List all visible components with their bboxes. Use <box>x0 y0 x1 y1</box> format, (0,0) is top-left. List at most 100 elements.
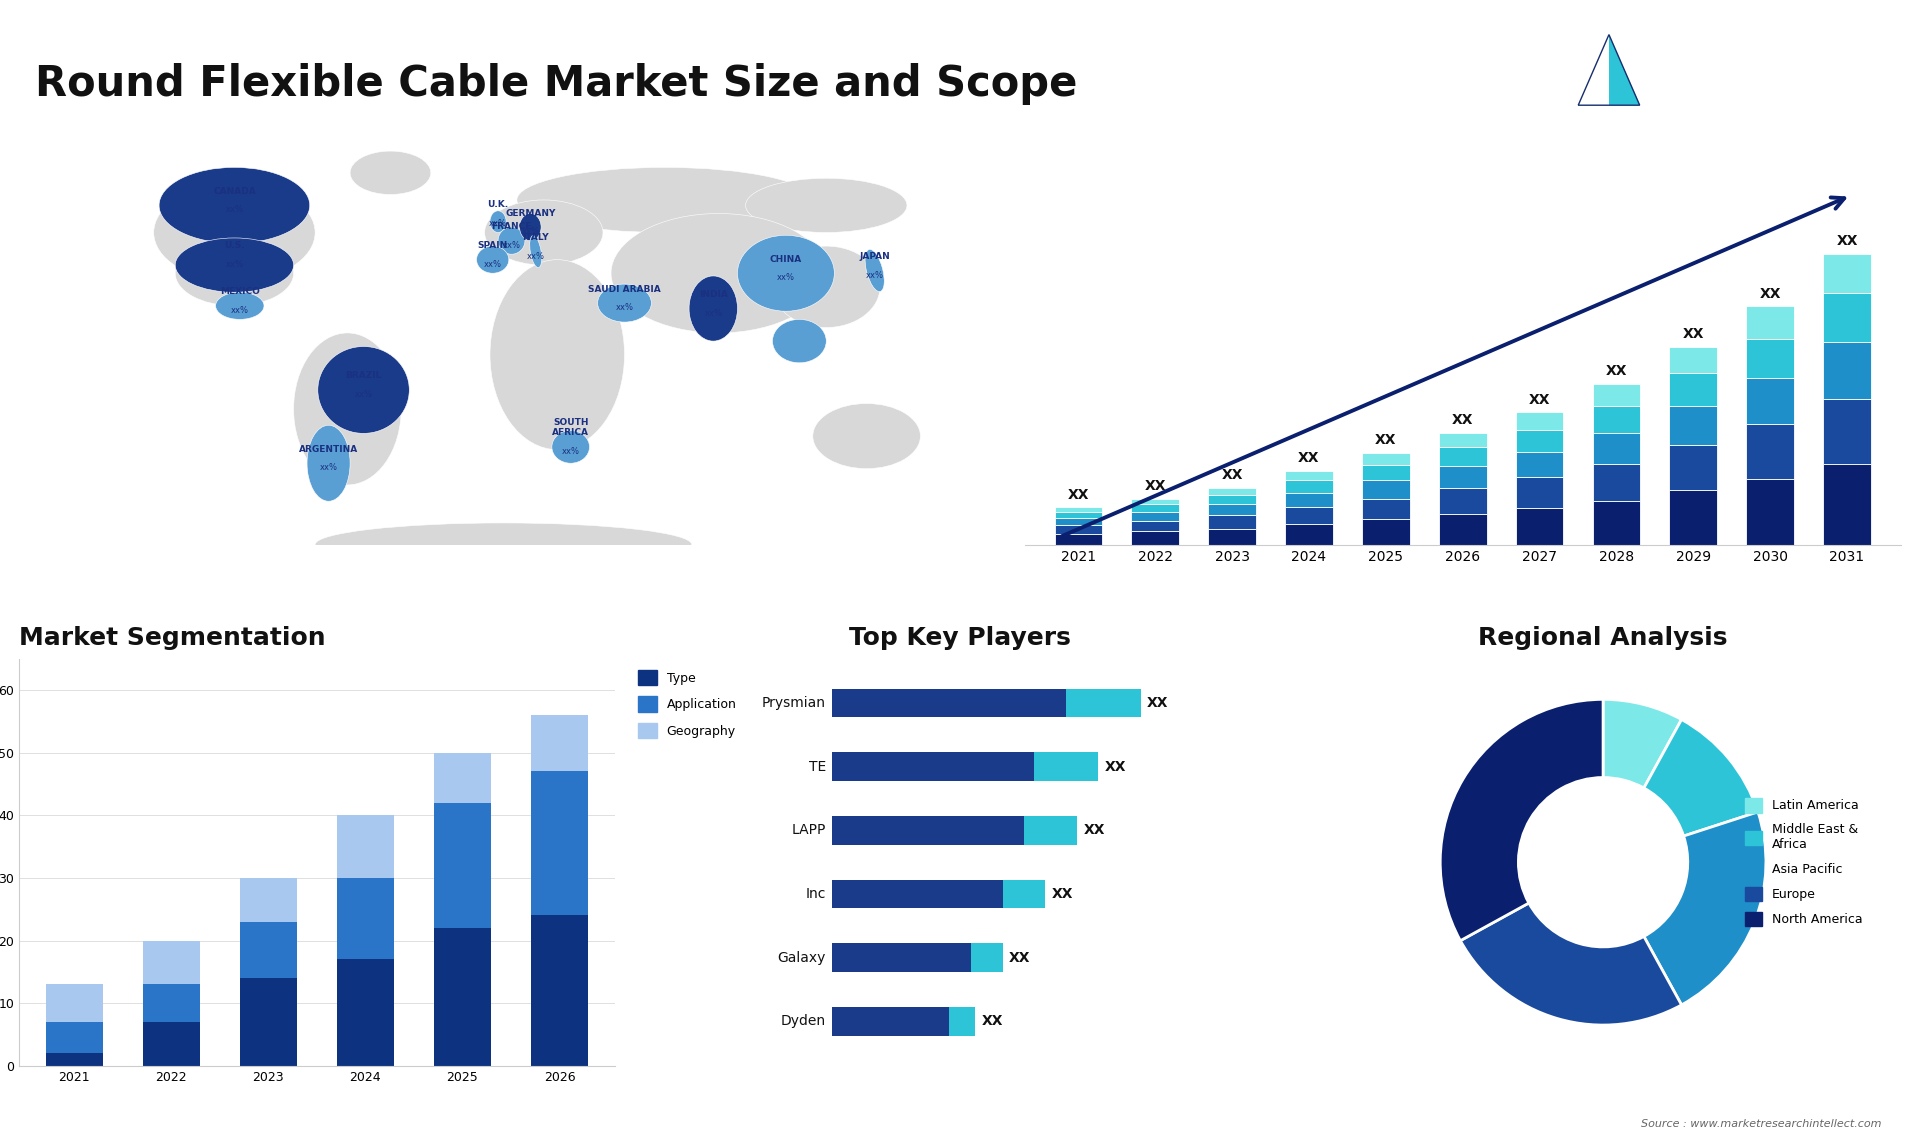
Bar <box>1824 293 1870 342</box>
Bar <box>1284 508 1332 524</box>
Ellipse shape <box>520 213 541 241</box>
Bar <box>1747 424 1793 479</box>
Bar <box>833 689 1066 717</box>
Bar <box>1361 480 1409 499</box>
Ellipse shape <box>516 167 812 233</box>
Bar <box>1592 464 1640 501</box>
Bar <box>1515 430 1563 452</box>
Ellipse shape <box>812 403 920 469</box>
Bar <box>46 1022 102 1053</box>
Bar <box>1361 453 1409 465</box>
Bar <box>1131 532 1179 544</box>
Text: Galaxy: Galaxy <box>778 951 826 965</box>
Bar <box>1747 479 1793 544</box>
Ellipse shape <box>215 292 265 320</box>
Ellipse shape <box>737 235 835 312</box>
Bar <box>1438 447 1486 466</box>
Text: CHINA: CHINA <box>770 254 803 264</box>
Text: SAUDI ARABIA: SAUDI ARABIA <box>588 284 660 293</box>
Legend: Type, Application, Geography: Type, Application, Geography <box>634 665 741 743</box>
Bar <box>1824 399 1870 464</box>
Ellipse shape <box>497 227 524 254</box>
Ellipse shape <box>597 284 651 322</box>
Bar <box>532 916 588 1066</box>
Bar <box>833 753 1035 782</box>
Title: Top Key Players: Top Key Players <box>849 626 1071 650</box>
Bar <box>1208 528 1256 544</box>
Text: Market Segmentation: Market Segmentation <box>19 626 326 650</box>
Bar <box>1670 489 1716 544</box>
Wedge shape <box>1603 699 1682 788</box>
Ellipse shape <box>772 320 826 363</box>
Text: INTELLECT: INTELLECT <box>1747 94 1816 107</box>
Text: XX: XX <box>1528 393 1549 407</box>
Bar <box>1515 478 1563 508</box>
Ellipse shape <box>689 276 737 342</box>
Bar <box>1131 512 1179 520</box>
Text: XX: XX <box>1298 452 1319 465</box>
Text: ARGENTINA: ARGENTINA <box>300 445 359 454</box>
Bar <box>1208 504 1256 516</box>
Bar <box>1131 520 1179 532</box>
Text: U.K.: U.K. <box>488 201 509 210</box>
Bar <box>532 771 588 916</box>
Text: xx%: xx% <box>503 241 520 250</box>
Bar <box>46 1053 102 1066</box>
Text: TE: TE <box>808 760 826 774</box>
Text: XX: XX <box>1008 951 1031 965</box>
Ellipse shape <box>551 431 589 463</box>
Text: XX: XX <box>1605 364 1626 378</box>
Bar <box>1438 433 1486 447</box>
Bar <box>144 984 200 1022</box>
Ellipse shape <box>490 260 624 449</box>
Text: XX: XX <box>1452 413 1473 427</box>
Ellipse shape <box>315 523 691 566</box>
Wedge shape <box>1644 720 1759 837</box>
Bar <box>1131 504 1179 512</box>
Bar <box>434 753 492 802</box>
Bar <box>833 1007 948 1036</box>
Text: Round Flexible Cable Market Size and Scope: Round Flexible Cable Market Size and Sco… <box>35 63 1077 105</box>
Text: SPAIN: SPAIN <box>478 241 507 250</box>
Bar <box>1002 880 1044 909</box>
Text: xx%: xx% <box>230 306 250 315</box>
Ellipse shape <box>745 179 906 233</box>
Ellipse shape <box>611 213 826 333</box>
Bar <box>144 1022 200 1066</box>
Bar <box>1670 406 1716 445</box>
Bar <box>240 921 296 978</box>
Wedge shape <box>1644 811 1766 1005</box>
Text: xx%: xx% <box>225 205 244 214</box>
Bar <box>1284 480 1332 493</box>
Text: XX: XX <box>1104 760 1127 774</box>
Bar <box>1361 499 1409 519</box>
Text: xx%: xx% <box>484 260 501 268</box>
Bar <box>1670 372 1716 406</box>
Text: MEXICO: MEXICO <box>221 288 259 297</box>
Bar <box>1054 508 1102 512</box>
Text: Source : www.marketresearchintellect.com: Source : www.marketresearchintellect.com <box>1642 1118 1882 1129</box>
Text: XX: XX <box>1375 433 1396 447</box>
Bar <box>1747 378 1793 424</box>
Ellipse shape <box>349 151 430 195</box>
Text: XX: XX <box>1144 479 1165 493</box>
Bar <box>1747 306 1793 338</box>
Text: XX: XX <box>1836 234 1859 248</box>
Bar <box>338 959 394 1066</box>
Text: U.S.: U.S. <box>225 241 244 250</box>
Wedge shape <box>1440 699 1603 941</box>
Bar <box>1284 524 1332 544</box>
Polygon shape <box>1578 34 1640 105</box>
Bar <box>1208 516 1256 528</box>
Bar <box>1824 342 1870 399</box>
Text: Inc: Inc <box>806 887 826 901</box>
Text: XX: XX <box>1052 887 1073 901</box>
Bar <box>948 1007 975 1036</box>
Text: xx%: xx% <box>778 273 795 282</box>
Bar <box>434 802 492 928</box>
Bar <box>1438 466 1486 488</box>
Text: Prysmian: Prysmian <box>762 696 826 711</box>
Text: MARKET: MARKET <box>1755 45 1809 58</box>
Bar <box>1066 689 1140 717</box>
Ellipse shape <box>319 346 409 433</box>
